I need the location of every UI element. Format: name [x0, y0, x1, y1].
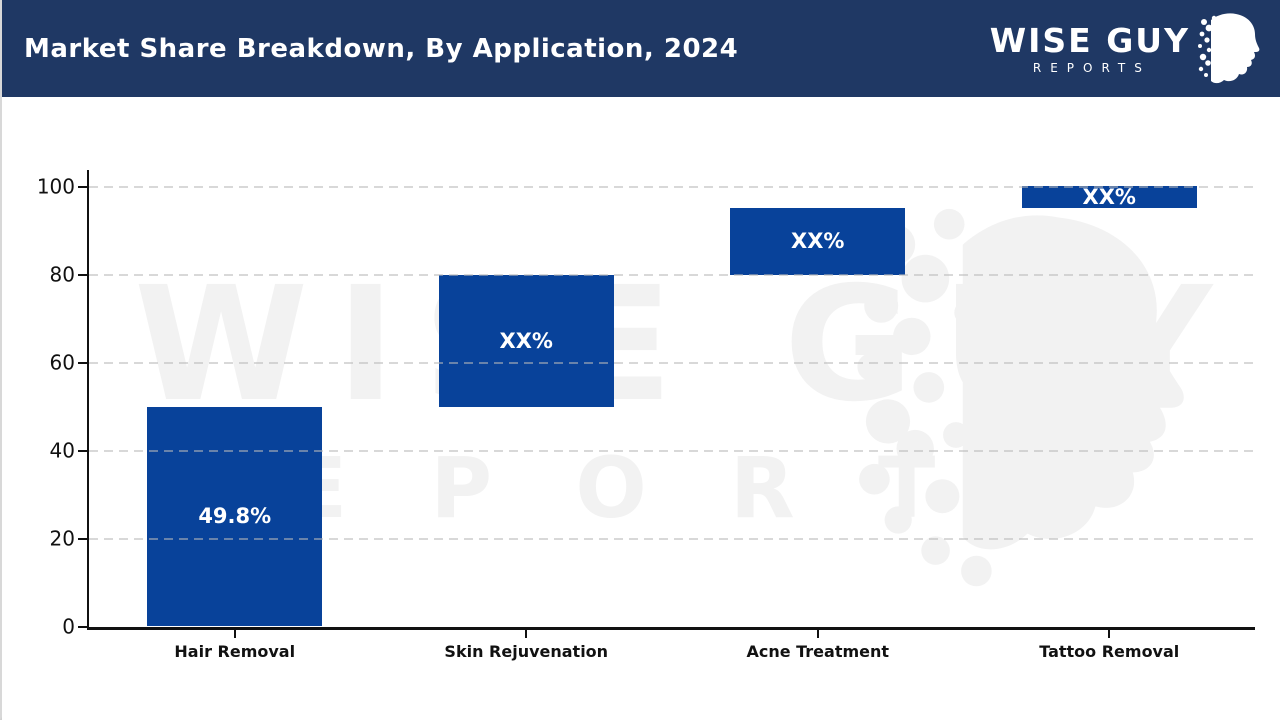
y-tick-label: 20 — [49, 526, 75, 551]
page-title: Market Share Breakdown, By Application, … — [24, 33, 739, 64]
y-tick-label: 40 — [49, 438, 75, 463]
x-tick-mark — [1108, 630, 1111, 638]
brand-logo-text: WISE GUY REPORTS — [990, 24, 1190, 74]
x-tick-label: Hair Removal — [174, 642, 296, 661]
x-tick-mark — [525, 630, 528, 638]
gridline — [89, 186, 1255, 188]
brand-logo: WISE GUY REPORTS — [990, 12, 1260, 86]
brand-name: WISE GUY — [989, 20, 1190, 60]
bar-value-label: 49.8% — [198, 504, 272, 529]
y-tick-mark — [78, 274, 87, 276]
gridline — [89, 538, 1255, 540]
gridline — [89, 274, 1255, 276]
bar-tattoo-removal: XX% — [1021, 185, 1197, 209]
y-tick-mark — [78, 186, 87, 188]
gridline — [89, 362, 1255, 364]
bar-skin-rejuvenation: XX% — [438, 274, 614, 407]
y-tick-mark — [78, 450, 87, 452]
y-tick-mark — [78, 362, 87, 364]
y-tick-mark — [78, 538, 87, 540]
watermark-face-icon — [857, 208, 1184, 587]
y-tick-label: 80 — [49, 262, 75, 287]
dotted-face-icon — [1198, 12, 1260, 83]
bar-hair-removal: 49.8% — [147, 406, 323, 626]
header-bar: Market Share Breakdown, By Application, … — [2, 0, 1280, 97]
bar-value-label: XX% — [1082, 185, 1136, 209]
y-tick-label: 0 — [62, 614, 75, 639]
chart-area: WISE GUY R E P O R T S 0 20 40 60 80 100 49.8%… — [2, 97, 1280, 720]
x-tick-label: Tattoo Removal — [1039, 642, 1180, 661]
y-tick-label: 100 — [36, 174, 75, 199]
bar-value-label: XX% — [499, 328, 553, 353]
gridline — [89, 450, 1255, 452]
x-axis — [87, 627, 1255, 630]
bar-value-label: XX% — [791, 229, 845, 254]
y-tick-label: 60 — [49, 350, 75, 375]
x-tick-label: Acne Treatment — [746, 642, 890, 661]
y-axis — [87, 170, 89, 629]
bar-acne-treatment: XX% — [730, 208, 906, 275]
brand-subname: REPORTS — [1032, 60, 1151, 75]
x-tick-label: Skin Rejuvenation — [444, 642, 609, 661]
x-tick-mark — [233, 630, 236, 638]
x-tick-mark — [816, 630, 819, 638]
y-tick-mark — [78, 626, 87, 628]
